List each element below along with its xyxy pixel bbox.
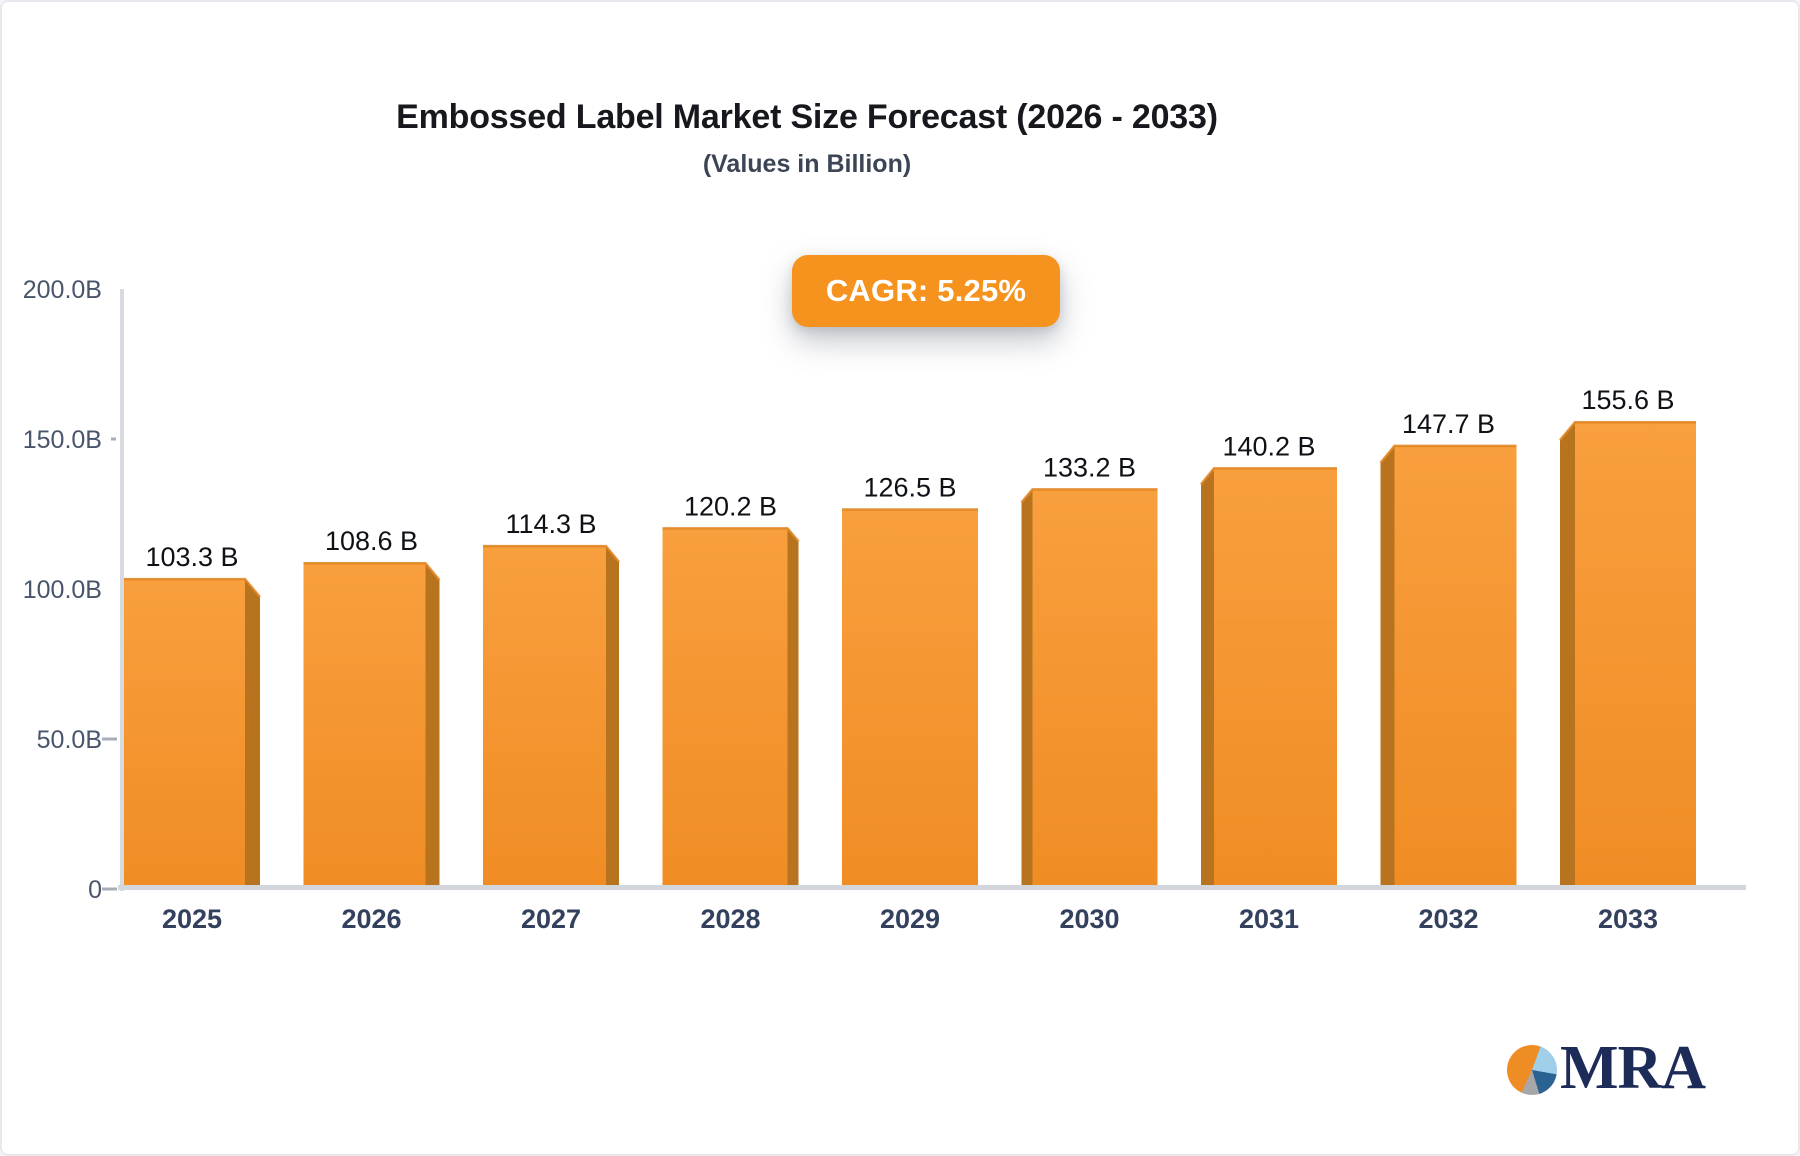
x-axis-line xyxy=(118,885,1746,890)
bar-top-edge xyxy=(1020,488,1158,504)
bar-side-2028 xyxy=(787,528,799,890)
bar-2026 xyxy=(303,563,426,890)
value-label-2033: 155.6 B xyxy=(1581,385,1674,415)
chart-subtitle: (Values in Billion) xyxy=(702,150,912,178)
year-label-2030: 2030 xyxy=(1059,904,1119,934)
y-axis-line xyxy=(120,289,124,891)
bar-side-2030 xyxy=(1021,489,1033,890)
bar-top-edge xyxy=(124,577,261,598)
bar-2033 xyxy=(1575,422,1696,890)
value-label-2031: 140.2 B xyxy=(1222,431,1315,461)
bar-2030 xyxy=(1032,489,1158,890)
value-label-2032: 147.7 B xyxy=(1402,409,1495,439)
year-label-2026: 2026 xyxy=(341,904,401,934)
bar-2028 xyxy=(662,528,788,890)
cagr-badge: CAGR: 5.25% xyxy=(792,255,1060,327)
y-tick-label-0: 0 xyxy=(88,876,102,904)
year-label-2028: 2028 xyxy=(700,904,760,934)
bar-side-2025 xyxy=(245,579,260,890)
value-label-2030: 133.2 B xyxy=(1043,452,1136,482)
bar-side-2031 xyxy=(1201,468,1214,890)
y-tick-mark xyxy=(102,737,117,741)
year-label-2025: 2025 xyxy=(162,904,222,934)
bar-side-2027 xyxy=(606,546,619,890)
y-tick-mark xyxy=(111,437,116,441)
value-label-2027: 114.3 B xyxy=(505,509,596,539)
bar-side-2033 xyxy=(1560,422,1575,890)
y-tick-label-200.0B: 200.0B xyxy=(23,276,102,304)
year-label-2027: 2027 xyxy=(521,904,581,934)
bar-top-edge xyxy=(483,544,620,563)
logo-pie-icon xyxy=(1507,1045,1557,1095)
year-label-2031: 2031 xyxy=(1239,904,1299,934)
bar-side-2032 xyxy=(1380,445,1395,890)
y-tick-label-100.0B: 100.0B xyxy=(23,576,102,604)
cagr-badge-label: CAGR: 5.25% xyxy=(825,273,1027,308)
year-label-2033: 2033 xyxy=(1598,904,1658,934)
bar-top-edge xyxy=(1379,444,1517,464)
value-label-2026: 108.6 B xyxy=(325,526,418,556)
bar-top-edge xyxy=(1200,467,1337,486)
value-label-2025: 103.3 B xyxy=(145,542,238,572)
bar-2032 xyxy=(1394,445,1517,890)
y-tick-mark xyxy=(102,887,117,891)
y-tick-label-50.0B: 50.0B xyxy=(37,726,102,754)
y-tick-label-150.0B: 150.0B xyxy=(23,426,102,454)
brand-logo: MRA xyxy=(1507,1034,1706,1102)
chart-title: Embossed Label Market Size Forecast (202… xyxy=(396,98,1218,136)
bar-2027 xyxy=(483,546,606,890)
bar-2029 xyxy=(842,509,978,890)
bar-2031 xyxy=(1214,468,1337,890)
logo-text: MRA xyxy=(1560,1034,1706,1102)
year-label-2029: 2029 xyxy=(880,904,940,934)
value-label-2029: 126.5 B xyxy=(863,473,956,503)
bar-top-edge xyxy=(1559,420,1696,442)
bar-top-edge xyxy=(303,561,441,581)
year-label-2032: 2032 xyxy=(1418,904,1478,934)
bar-side-2026 xyxy=(425,563,440,890)
value-label-2028: 120.2 B xyxy=(684,491,777,521)
bar-2025 xyxy=(124,579,245,890)
bar-top-edge xyxy=(662,527,800,543)
